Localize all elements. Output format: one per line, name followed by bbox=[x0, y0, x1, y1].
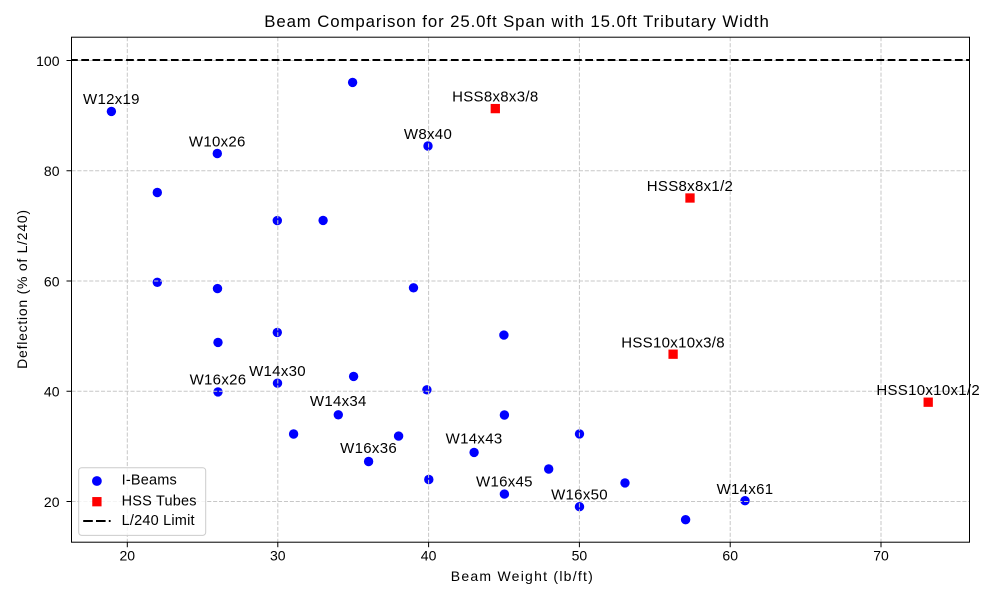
svg-text:W14x30: W14x30 bbox=[249, 363, 306, 380]
svg-text:Deflection (% of L/240): Deflection (% of L/240) bbox=[14, 209, 30, 369]
svg-text:20: 20 bbox=[44, 494, 60, 510]
svg-text:W14x43: W14x43 bbox=[446, 431, 503, 448]
svg-text:Beam Comparison for 25.0ft Spa: Beam Comparison for 25.0ft Span with 15.… bbox=[264, 12, 769, 31]
svg-text:W16x45: W16x45 bbox=[476, 473, 533, 490]
svg-text:60: 60 bbox=[722, 548, 738, 564]
svg-text:100: 100 bbox=[36, 53, 60, 69]
svg-text:HSS Tubes: HSS Tubes bbox=[122, 494, 197, 510]
svg-text:W14x61: W14x61 bbox=[717, 481, 774, 498]
svg-text:I-Beams: I-Beams bbox=[122, 473, 177, 489]
svg-text:Beam Weight (lb/ft): Beam Weight (lb/ft) bbox=[451, 568, 594, 584]
svg-text:40: 40 bbox=[44, 384, 60, 400]
svg-text:L/240 Limit: L/240 Limit bbox=[122, 513, 195, 529]
svg-text:W16x36: W16x36 bbox=[340, 440, 397, 457]
svg-text:20: 20 bbox=[120, 548, 136, 564]
svg-text:50: 50 bbox=[572, 548, 588, 564]
svg-text:HSS8x8x1/2: HSS8x8x1/2 bbox=[647, 178, 733, 195]
svg-text:30: 30 bbox=[270, 548, 286, 564]
svg-text:HSS10x10x1/2: HSS10x10x1/2 bbox=[876, 382, 980, 399]
svg-text:W14x34: W14x34 bbox=[310, 393, 367, 410]
svg-text:HSS8x8x3/8: HSS8x8x3/8 bbox=[452, 88, 538, 105]
svg-text:40: 40 bbox=[421, 548, 437, 564]
svg-text:60: 60 bbox=[44, 273, 60, 289]
svg-text:70: 70 bbox=[873, 548, 889, 564]
svg-text:80: 80 bbox=[44, 163, 60, 179]
svg-text:W8x40: W8x40 bbox=[404, 126, 452, 143]
svg-text:W12x19: W12x19 bbox=[83, 91, 140, 108]
svg-text:W16x26: W16x26 bbox=[190, 372, 247, 389]
svg-text:W10x26: W10x26 bbox=[189, 133, 246, 150]
svg-text:W16x50: W16x50 bbox=[551, 486, 608, 503]
svg-text:HSS10x10x3/8: HSS10x10x3/8 bbox=[621, 334, 725, 351]
